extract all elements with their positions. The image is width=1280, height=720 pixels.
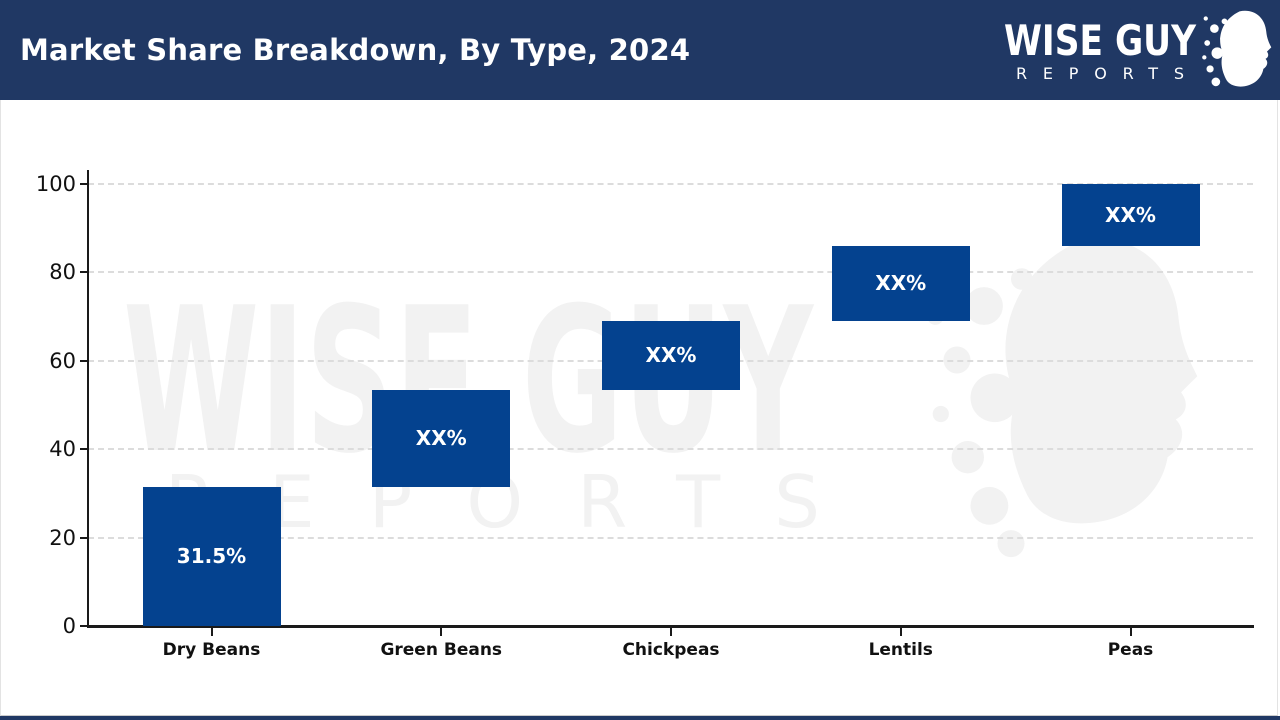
bar-value-label-peas: XX%	[1105, 202, 1156, 227]
y-tick-0	[80, 625, 88, 627]
y-tick-label-0: 0	[62, 614, 76, 638]
header-banner: Market Share Breakdown, By Type, 2024 WI…	[0, 0, 1280, 100]
bar-value-label-chickpeas: XX%	[645, 343, 697, 368]
x-tick-chickpeas	[670, 628, 672, 636]
footer-bar	[0, 716, 1280, 720]
x-tick-lentils	[899, 628, 902, 636]
x-tick-label-chickpeas: Chickpeas	[622, 640, 720, 660]
y-tick-40	[80, 448, 88, 451]
wise-guy-logo: WISE GUY REPORTS	[1004, 10, 1272, 87]
gridline-80	[88, 271, 1253, 274]
gridline-40	[88, 448, 1253, 451]
logo-head-icon	[1202, 10, 1272, 87]
logo-wordmark: WISE GUY	[1004, 16, 1196, 65]
y-tick-80	[80, 271, 88, 274]
x-tick-label-dry-beans: Dry Beans	[162, 640, 261, 660]
x-tick-dry-beans	[210, 628, 213, 636]
bar-lentils	[831, 245, 970, 321]
y-tick-label-80: 80	[49, 260, 76, 285]
bar-dry-beans	[142, 486, 281, 626]
y-tick-label-100: 100	[35, 172, 76, 196]
x-axis-line	[87, 625, 1254, 628]
x-tick-peas	[1129, 628, 1132, 636]
bar-green-beans	[372, 389, 511, 487]
y-tick-label-40: 40	[49, 437, 76, 462]
bar-chickpeas	[602, 321, 740, 390]
x-tick-label-peas: Peas	[1107, 640, 1154, 660]
y-tick-label-60: 60	[49, 348, 76, 373]
x-tick-label-green-beans: Green Beans	[380, 640, 503, 660]
page-title: Market Share Breakdown, By Type, 2024	[20, 33, 691, 67]
watermark-head-icon	[927, 239, 1198, 558]
y-axis-line	[87, 170, 89, 626]
x-tick-label-lentils: Lentils	[868, 640, 933, 660]
bar-value-label-green-beans: XX%	[415, 426, 467, 451]
y-tick-20	[80, 536, 88, 539]
gridline-100	[88, 183, 1253, 185]
bar-value-label-dry-beans: 31.5%	[176, 544, 247, 569]
y-tick-100	[80, 183, 88, 185]
y-tick-label-20: 20	[49, 525, 76, 550]
x-tick-green-beans	[440, 628, 443, 636]
bar-peas	[1061, 184, 1200, 246]
bar-value-label-lentils: XX%	[875, 271, 927, 296]
gridline-20	[88, 536, 1253, 539]
y-tick-60	[80, 359, 88, 362]
